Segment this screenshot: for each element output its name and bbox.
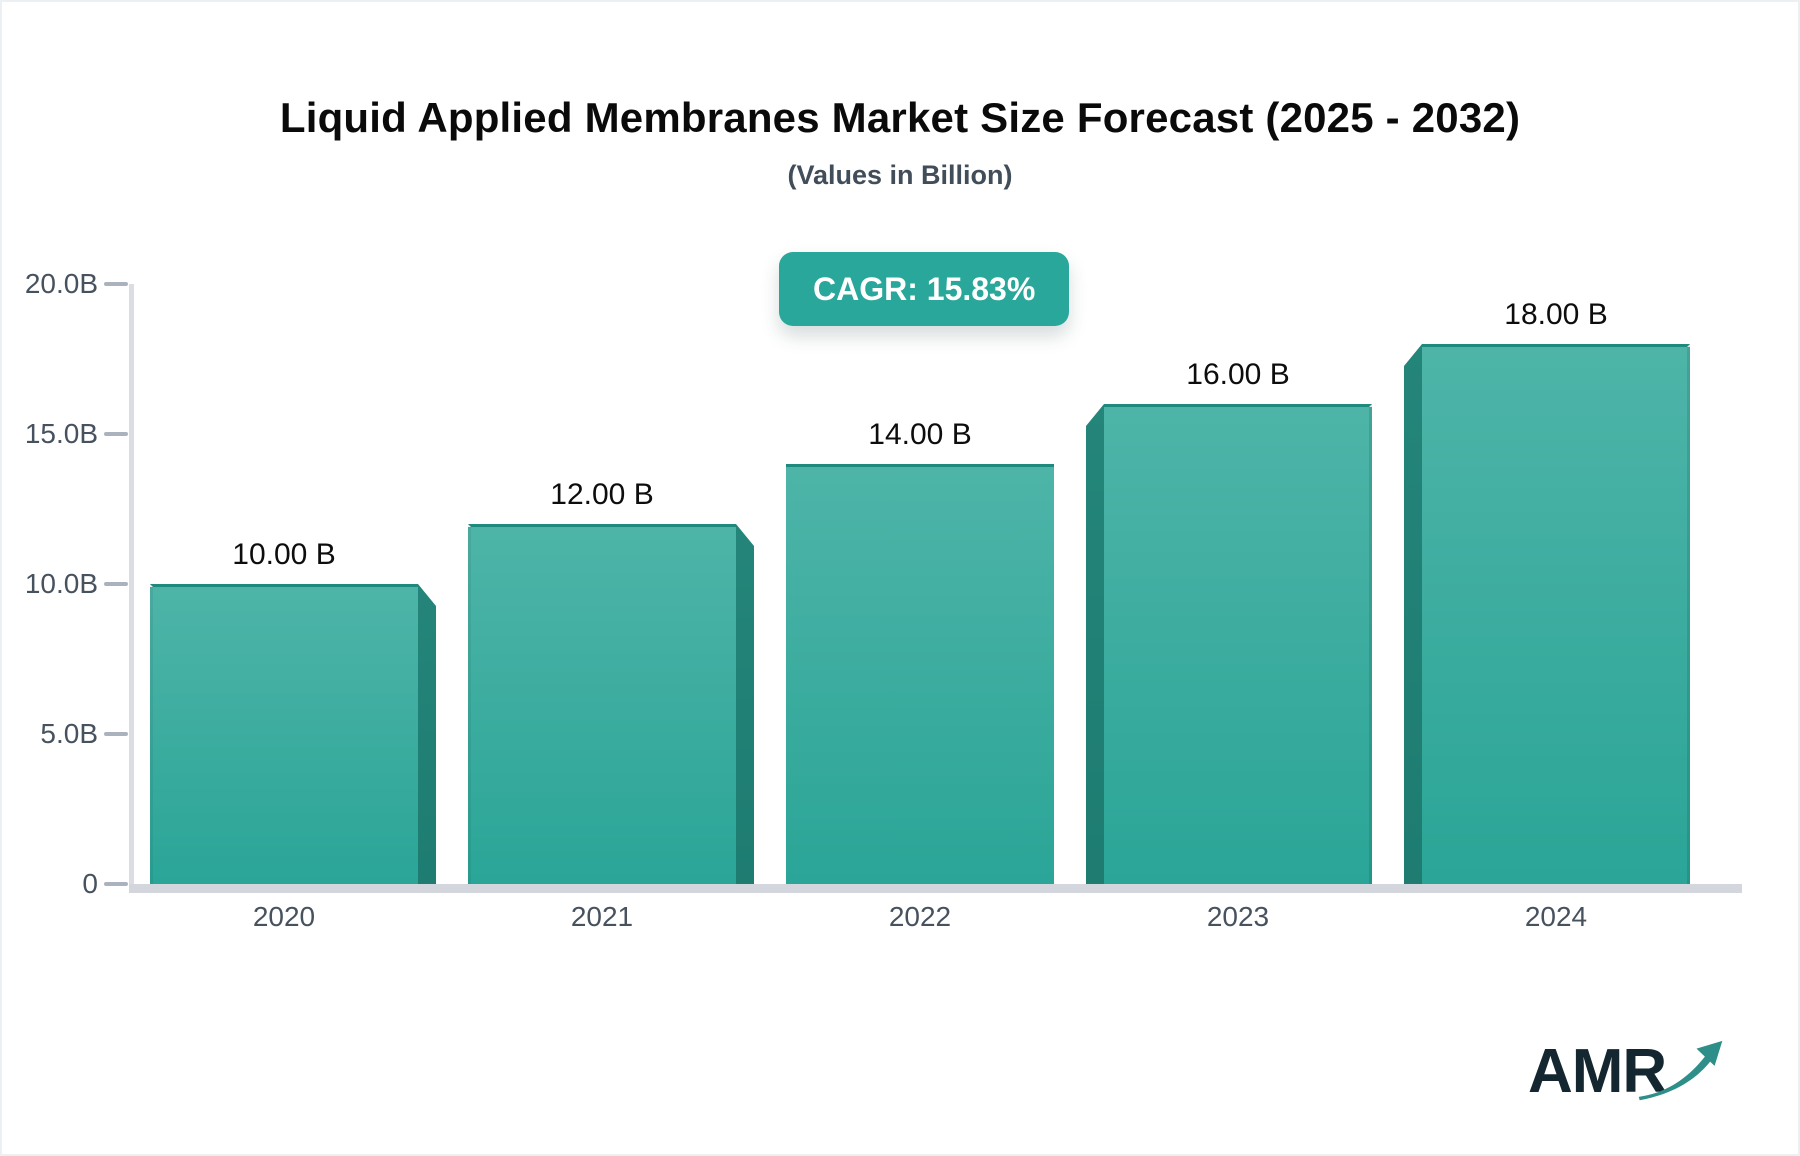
bar-2022 <box>786 464 1054 884</box>
bar-2020 <box>150 584 418 884</box>
y-axis-tick-mark <box>104 282 128 286</box>
y-axis-tick-mark <box>104 732 128 736</box>
cagr-badge: CAGR: 15.83% <box>779 252 1070 326</box>
y-axis-tick-label: 15.0B <box>24 418 98 449</box>
bar-value-label: 12.00 B <box>550 478 654 511</box>
y-axis-line <box>129 284 134 884</box>
bar-value-label: 10.00 B <box>232 538 336 571</box>
x-axis-line <box>129 884 1742 893</box>
x-axis-label-2022: 2022 <box>888 901 952 932</box>
bar-2023 <box>1104 404 1372 884</box>
bar-side-2024 <box>1404 344 1422 884</box>
chart-title: Liquid Applied Membranes Market Size For… <box>279 94 1521 141</box>
bar-2024 <box>1422 344 1690 884</box>
bar-side-2021 <box>736 524 754 884</box>
bar-side-2020 <box>418 584 436 884</box>
bar-2021 <box>468 524 736 884</box>
amr-logo: AMR <box>1528 1030 1723 1120</box>
bar-side-2023 <box>1086 404 1104 884</box>
x-axis-label-2021: 2021 <box>570 901 634 932</box>
y-axis-tick-mark <box>104 882 128 886</box>
logo-text: AMR <box>1528 1037 1667 1106</box>
y-axis-tick-label: 10.0B <box>24 568 98 599</box>
bar-value-label: 18.00 B <box>1504 298 1608 331</box>
y-axis-tick-mark <box>104 582 128 586</box>
x-axis-label-2024: 2024 <box>1524 901 1588 932</box>
y-axis-tick-label: 20.0B <box>24 268 98 299</box>
y-axis-tick-mark <box>104 432 128 436</box>
bar-value-label: 16.00 B <box>1186 358 1290 391</box>
x-axis-label-2020: 2020 <box>252 901 316 932</box>
cagr-badge-label: CAGR: 15.83% <box>813 271 1036 307</box>
bar-value-label: 14.00 B <box>868 418 972 451</box>
growth-arrow-icon <box>1638 1040 1723 1101</box>
chart-subtitle: (Values in Billion) <box>787 160 1013 190</box>
y-axis-tick-label: 0 <box>82 868 98 899</box>
y-axis-tick-label: 5.0B <box>40 718 98 749</box>
x-axis-label-2023: 2023 <box>1206 901 1270 932</box>
